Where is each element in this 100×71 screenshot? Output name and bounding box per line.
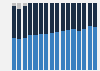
Bar	[28, 2, 32, 35]
Bar	[77, 0, 81, 31]
Bar	[66, 30, 70, 70]
Bar	[72, 29, 76, 70]
Bar	[93, 27, 97, 70]
Bar	[17, 3, 21, 9]
Bar	[82, 0, 86, 29]
Bar	[17, 9, 21, 39]
Bar	[12, 6, 16, 38]
Bar	[12, 0, 16, 6]
Bar	[66, 0, 70, 30]
Bar	[88, 0, 92, 26]
Bar	[23, 6, 27, 38]
Bar	[77, 31, 81, 70]
Bar	[61, 31, 65, 70]
Bar	[44, 0, 48, 34]
Bar	[28, 35, 32, 70]
Bar	[34, 35, 38, 70]
Bar	[23, 38, 27, 70]
Bar	[34, 0, 38, 35]
Bar	[50, 33, 54, 70]
Bar	[88, 26, 92, 70]
Bar	[93, 0, 97, 27]
Bar	[55, 32, 59, 70]
Bar	[61, 0, 65, 31]
Bar	[17, 39, 21, 70]
Bar	[82, 29, 86, 70]
Bar	[44, 34, 48, 70]
Bar	[39, 0, 43, 34]
Bar	[55, 0, 59, 32]
Bar	[28, 0, 32, 2]
Bar	[50, 0, 54, 33]
Bar	[12, 38, 16, 70]
Bar	[23, 0, 27, 6]
Bar	[39, 34, 43, 70]
Bar	[72, 0, 76, 29]
